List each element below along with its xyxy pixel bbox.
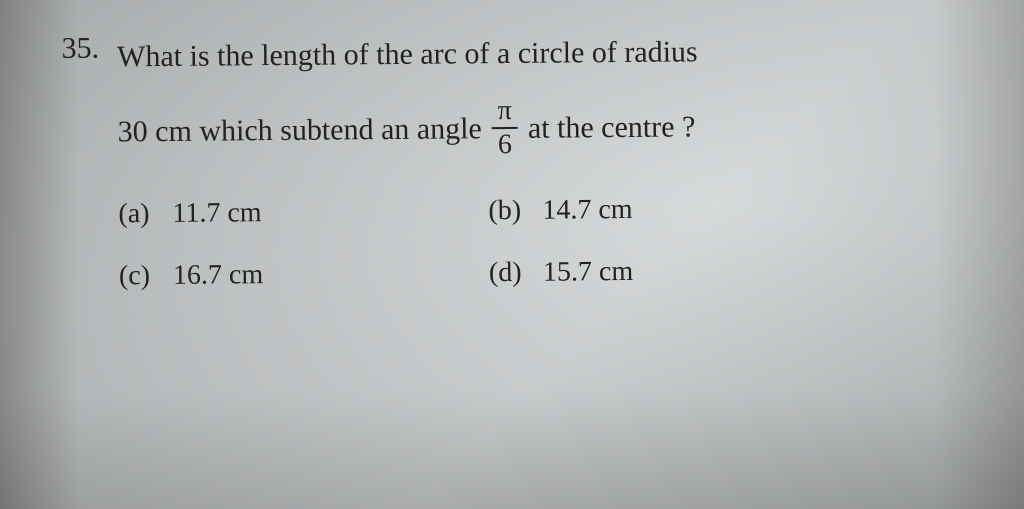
question-line2-after: at the centre ?: [528, 101, 696, 153]
option-b-label: (b): [488, 187, 530, 235]
fraction-denominator: 6: [492, 129, 518, 159]
option-b-text: 14.7 cm: [542, 186, 633, 234]
page-bottom-shadow: [0, 389, 1024, 509]
option-d-label: (d): [489, 248, 531, 296]
options-grid: (a) 11.7 cm (b) 14.7 cm (c) 16.7 cm (d) …: [118, 184, 819, 299]
option-d: (d) 15.7 cm: [489, 246, 819, 296]
question-number: 35.: [49, 32, 99, 66]
fraction-numerator: π: [492, 97, 518, 127]
option-b: (b) 14.7 cm: [488, 184, 818, 234]
question-line2-before: 30 cm which subtend an angle: [117, 103, 482, 157]
option-a-label: (a): [118, 190, 160, 238]
question-block: 35. What is the length of the arc of a c…: [0, 0, 1024, 336]
option-a: (a) 11.7 cm: [118, 188, 448, 238]
option-d-text: 15.7 cm: [543, 247, 634, 295]
option-c: (c) 16.7 cm: [119, 249, 449, 299]
question-line1: What is the length of the arc of a circl…: [117, 24, 963, 82]
option-c-text: 16.7 cm: [173, 251, 264, 299]
fraction: π 6: [492, 97, 519, 159]
option-a-text: 11.7 cm: [172, 189, 262, 237]
question-text: What is the length of the arc of a circl…: [117, 24, 965, 300]
question-line2: 30 cm which subtend an angle π 6 at the …: [117, 93, 964, 162]
question-row: 35. What is the length of the arc of a c…: [49, 24, 965, 300]
option-c-label: (c): [119, 252, 161, 300]
